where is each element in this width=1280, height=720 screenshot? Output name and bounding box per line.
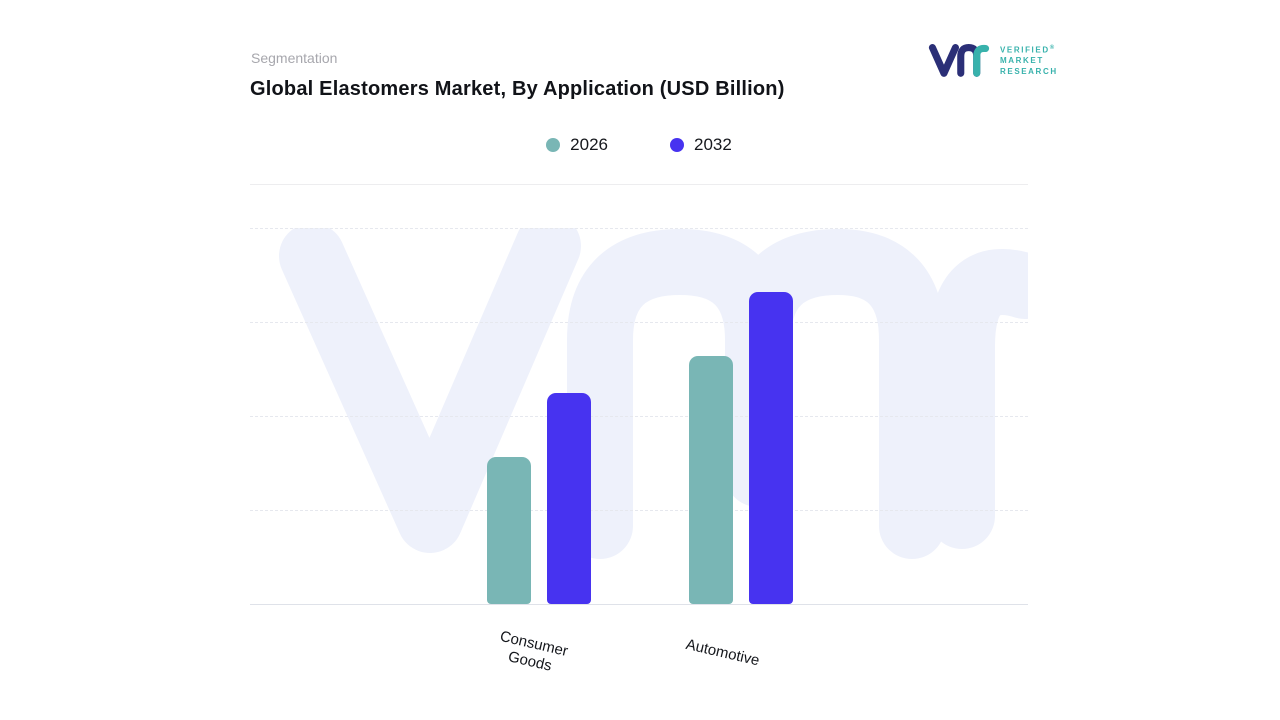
bar-2026-consumer-goods: [487, 457, 531, 604]
logo-line-market: MARKET: [1000, 56, 1044, 66]
registered-mark: ®: [1049, 44, 1056, 51]
logo-line-research: RESEARCH: [1000, 67, 1058, 77]
bar-group-consumer-goods: [487, 228, 591, 604]
bar-2032-consumer-goods: [547, 393, 591, 604]
x-axis-labels: Consumer Goods Automotive: [250, 604, 1028, 684]
bar-group-automotive: [689, 228, 793, 604]
legend-dot-2026: [546, 138, 561, 152]
vmr-logo-text: VERIFIED® MARKET RESEARCH: [1000, 43, 1058, 78]
legend-item-2032[interactable]: 2032: [670, 135, 732, 155]
chart-legend: 2026 2032: [250, 135, 1028, 155]
vmr-logo-mark-icon: [928, 44, 990, 77]
gridline-75: [250, 322, 1028, 323]
header-divider: [250, 184, 1028, 185]
x-label-consumer-goods: Consumer Goods: [498, 627, 570, 675]
chart-title: Global Elastomers Market, By Application…: [250, 78, 785, 100]
x-label-automotive: Automotive: [684, 636, 762, 670]
bar-2032-automotive: [749, 291, 793, 604]
vmr-logo: VERIFIED® MARKET RESEARCH: [928, 38, 1058, 82]
plot-area: [250, 228, 1028, 605]
gridline-50: [250, 416, 1028, 417]
x-axis-baseline: [250, 604, 1028, 605]
logo-line-verified: VERIFIED®: [1000, 44, 1056, 55]
bar-2026-automotive: [689, 355, 733, 604]
gridline-25: [250, 510, 1028, 511]
segmentation-eyebrow: Segmentation: [251, 50, 338, 66]
legend-dot-2032: [670, 138, 684, 152]
legend-item-2026[interactable]: 2026: [546, 135, 608, 155]
legend-label-2032: 2032: [694, 135, 732, 154]
legend-label-2026: 2026: [570, 135, 608, 154]
gridline-100: [250, 228, 1028, 229]
